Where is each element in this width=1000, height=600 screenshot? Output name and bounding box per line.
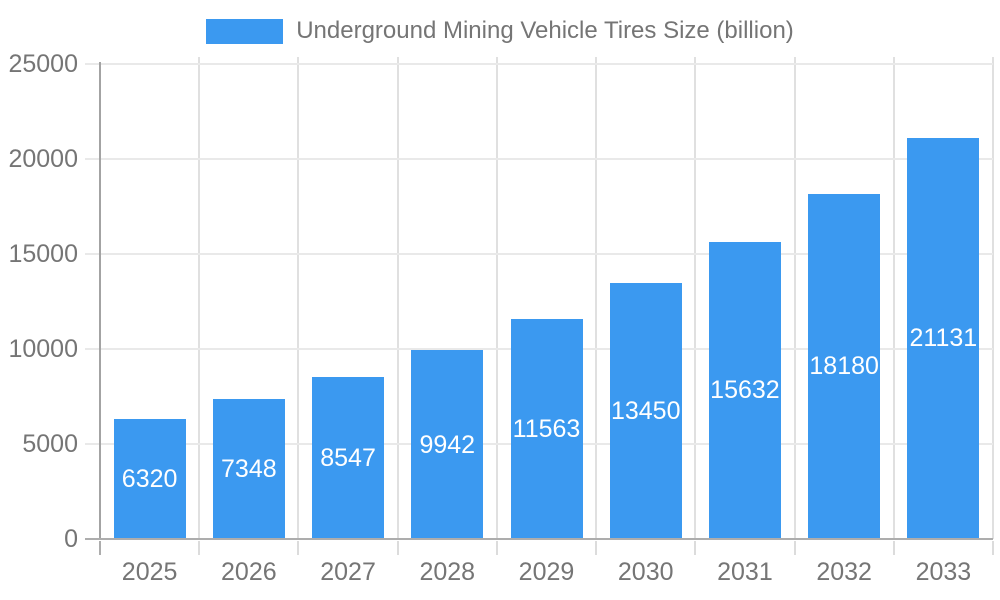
bar bbox=[312, 376, 385, 539]
bar-value-label: 11563 bbox=[512, 415, 581, 444]
y-axis-label: 5000 bbox=[22, 430, 78, 458]
bar-value-label: 7348 bbox=[221, 455, 277, 484]
y-axis-label: 10000 bbox=[8, 335, 78, 363]
v-gridline bbox=[297, 57, 300, 539]
x-axis-tick bbox=[595, 541, 598, 555]
y-axis-line bbox=[99, 62, 101, 539]
v-gridline bbox=[396, 57, 399, 539]
bar bbox=[609, 283, 682, 539]
y-axis-label: 15000 bbox=[8, 240, 78, 268]
h-gridline bbox=[85, 253, 993, 255]
v-gridline bbox=[595, 57, 598, 539]
y-axis-label: 0 bbox=[64, 525, 78, 553]
x-axis-label: 2033 bbox=[915, 558, 972, 586]
bar bbox=[411, 350, 484, 539]
legend-item[interactable]: Underground Mining Vehicle Tires Size (b… bbox=[0, 17, 1000, 45]
x-axis-tick bbox=[99, 541, 101, 555]
x-axis-label: 2027 bbox=[320, 558, 376, 586]
y-axis-label: 20000 bbox=[8, 145, 78, 173]
x-axis-label: 2031 bbox=[717, 558, 773, 586]
x-axis-tick bbox=[892, 541, 895, 555]
v-gridline bbox=[992, 57, 994, 539]
bar bbox=[113, 418, 186, 539]
x-axis-tick bbox=[793, 541, 796, 555]
bar bbox=[212, 399, 285, 539]
x-axis-tick bbox=[992, 541, 994, 555]
bar-value-label: 9942 bbox=[419, 430, 476, 459]
bar-value-label: 6320 bbox=[121, 464, 178, 493]
v-gridline bbox=[198, 57, 201, 539]
x-axis-baseline bbox=[85, 538, 993, 540]
v-gridline bbox=[495, 57, 498, 539]
bar bbox=[708, 241, 781, 539]
y-axis-label: 25000 bbox=[8, 50, 78, 78]
x-axis-label: 2030 bbox=[617, 558, 674, 586]
bar bbox=[808, 193, 881, 539]
x-axis-label: 2026 bbox=[221, 558, 277, 586]
bar-value-label: 21131 bbox=[909, 324, 978, 353]
bar-value-label: 15632 bbox=[710, 376, 780, 405]
x-axis-label: 2028 bbox=[419, 558, 476, 586]
x-axis-label: 2025 bbox=[121, 558, 178, 586]
h-gridline bbox=[85, 158, 993, 160]
x-axis-label: 2032 bbox=[816, 558, 872, 586]
legend-swatch-icon bbox=[206, 18, 284, 44]
bar-value-label: 18180 bbox=[809, 352, 879, 381]
bar bbox=[510, 319, 583, 539]
x-axis-tick bbox=[396, 541, 399, 555]
x-axis-tick bbox=[297, 541, 300, 555]
v-gridline bbox=[892, 57, 895, 539]
h-gridline bbox=[85, 63, 993, 65]
bar-value-label: 13450 bbox=[610, 397, 681, 426]
bar bbox=[907, 137, 980, 539]
bar-value-label: 8547 bbox=[320, 443, 376, 472]
x-axis-tick bbox=[495, 541, 498, 555]
x-axis-label: 2029 bbox=[518, 558, 575, 586]
x-axis-tick bbox=[694, 541, 697, 555]
v-gridline bbox=[793, 57, 796, 539]
v-gridline bbox=[694, 57, 697, 539]
x-axis-tick bbox=[198, 541, 201, 555]
legend-label: Underground Mining Vehicle Tires Size (b… bbox=[296, 17, 794, 44]
